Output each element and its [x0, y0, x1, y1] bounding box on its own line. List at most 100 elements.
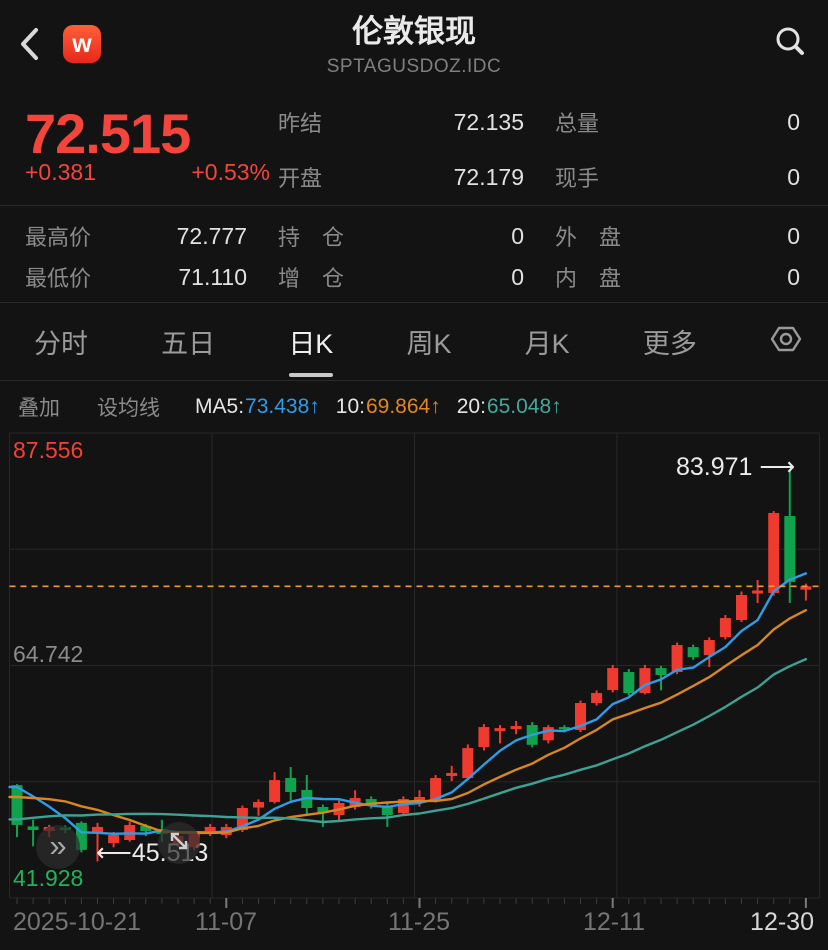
candle-12-18 — [687, 644, 699, 660]
stat-label: 增 仓 — [278, 266, 345, 291]
page-title: 伦敦银现 — [352, 14, 476, 49]
x-label: 11-25 — [387, 908, 451, 936]
stat-label: 持 仓 — [278, 225, 345, 250]
tab-more[interactable]: 更多 — [642, 329, 697, 359]
double-chevron-right-icon: » — [49, 827, 67, 863]
divider — [0, 302, 828, 303]
candle-10-21 — [11, 784, 23, 838]
field-value: 0 — [787, 108, 800, 135]
quote-fields: 昨结 72.135 总量 0 开盘 72.179 现手 0 — [278, 103, 800, 213]
gear-icon — [770, 324, 802, 359]
candle-12-26 — [768, 511, 780, 596]
candle-12-11 — [607, 664, 619, 693]
last-price: 72.515 — [25, 102, 191, 165]
y-axis-label-high: 87.556 — [13, 437, 84, 463]
stat-label: 最低价 — [25, 266, 92, 291]
chart-canvas[interactable] — [0, 432, 828, 910]
ma10-line — [8, 608, 808, 835]
field-value: 72.179 — [453, 163, 524, 190]
stat-label: 外 盘 — [555, 225, 622, 250]
tab-minute[interactable]: 分时 — [34, 329, 88, 359]
back-button[interactable] — [10, 24, 50, 68]
instrument-code: SPTAGUSDOZ.IDC — [326, 56, 502, 77]
tab-five-day[interactable]: 五日 — [161, 329, 216, 359]
candle-12-02 — [494, 725, 506, 744]
up-arrow-icon: ↑ — [430, 395, 441, 418]
stat-label: 内 盘 — [555, 266, 622, 291]
y-axis-label-low: 41.928 — [13, 865, 84, 891]
up-arrow-icon: ↑ — [551, 395, 562, 418]
candlestick-chart[interactable]: 87.556 64.742 41.928 83.971 ⟶ ⟵45.513 » … — [0, 432, 828, 950]
x-label: 2025-10-21 — [13, 908, 141, 936]
search-icon — [774, 26, 806, 63]
price-change: +0.381 — [25, 159, 96, 185]
candle-11-06 — [204, 823, 216, 837]
candle-11-13 — [285, 767, 297, 801]
left-arrow-icon: ⟵ — [96, 839, 132, 867]
logo-letter: w — [72, 29, 92, 58]
price-change-pct: +0.53% — [191, 159, 270, 185]
x-label: 12-30 — [750, 908, 814, 936]
ma5-legend: MA5:73.438↑ — [195, 395, 320, 418]
diagonal-expand-icon — [166, 828, 192, 859]
up-arrow-icon: ↑ — [309, 395, 320, 418]
field-label: 现手 — [555, 166, 600, 191]
ma20-legend: 20:65.048↑ — [456, 395, 562, 418]
chart-settings-button[interactable] — [770, 324, 802, 359]
tab-weekly-k[interactable]: 周K — [406, 329, 452, 359]
y-axis-label-mid: 64.742 — [13, 641, 84, 667]
field-value: 72.135 — [453, 108, 524, 135]
field-label: 总量 — [555, 111, 600, 136]
period-tabs: 分时 五日 日K 周K 月K 更多 — [0, 303, 828, 381]
divider — [0, 205, 828, 206]
candle-11-27 — [446, 765, 458, 782]
tab-daily-k[interactable]: 日K — [288, 303, 333, 381]
candle-11-12 — [269, 772, 281, 804]
quote-panel: 72.515 +0.381 +0.53% 昨结 72.135 总量 0 开盘 7… — [0, 95, 828, 205]
search-button[interactable] — [768, 22, 812, 66]
back-chevron-icon — [19, 27, 41, 66]
fast-forward-button[interactable]: » — [36, 825, 80, 869]
stats-panel: 最高价 72.777 持 仓 0 外 盘 0 最低价 71.110 增 仓 0 — [0, 207, 828, 302]
field-label: 昨结 — [278, 111, 323, 136]
stat-label: 最高价 — [25, 225, 92, 250]
candle-11-17 — [317, 804, 329, 827]
candle-12-05 — [542, 725, 554, 744]
stat-value: 71.110 — [178, 263, 247, 290]
candle-12-22 — [719, 614, 731, 640]
stat-value: 0 — [787, 222, 800, 249]
x-axis-labels: 2025-10-21 11-07 11-25 12-11 12-30 — [0, 908, 828, 944]
stat-value: 72.777 — [176, 222, 247, 249]
ma5-line — [8, 572, 808, 835]
candle-12-24 — [752, 580, 764, 604]
stat-value: 0 — [787, 263, 800, 290]
right-arrow-icon: ⟶ — [759, 453, 796, 481]
candle-10-22 — [27, 819, 39, 847]
ma-legend: MA5:73.438↑ 10:69.864↑ 20:65.048↑ — [195, 395, 562, 419]
price-change-row: +0.381 +0.53% — [25, 159, 270, 186]
candle-12-23 — [736, 591, 747, 623]
stat-value: 0 — [511, 263, 524, 290]
candle-11-14 — [301, 774, 313, 815]
overlay-button[interactable]: 叠加 — [18, 397, 60, 420]
candle-12-19 — [703, 637, 715, 668]
candle-11-11 — [253, 799, 264, 816]
set-ma-button[interactable]: 设均线 — [97, 397, 160, 420]
x-label: 12-11 — [582, 908, 646, 936]
x-label: 11-07 — [194, 908, 258, 936]
header: w 伦敦银现 SPTAGUSDOZ.IDC — [0, 0, 828, 95]
ma-toolbar: 叠加 设均线 MA5:73.438↑ 10:69.864↑ 20:65.048↑ — [0, 382, 828, 432]
candle-11-28 — [462, 744, 474, 781]
wind-app-logo[interactable]: w — [63, 25, 101, 63]
candle-12-12 — [623, 668, 635, 696]
expand-chart-button[interactable] — [158, 822, 200, 864]
candle-10-27 — [75, 821, 87, 853]
high-price-annotation: 83.971 ⟶ — [676, 453, 796, 481]
candle-10-28 — [92, 822, 103, 862]
candle-12-03 — [510, 720, 522, 735]
ma10-legend: 10:69.864↑ — [335, 395, 441, 418]
candle-12-15 — [639, 664, 651, 695]
field-label: 开盘 — [278, 166, 323, 191]
tab-monthly-k[interactable]: 月K — [524, 329, 570, 359]
field-value: 0 — [787, 163, 800, 190]
